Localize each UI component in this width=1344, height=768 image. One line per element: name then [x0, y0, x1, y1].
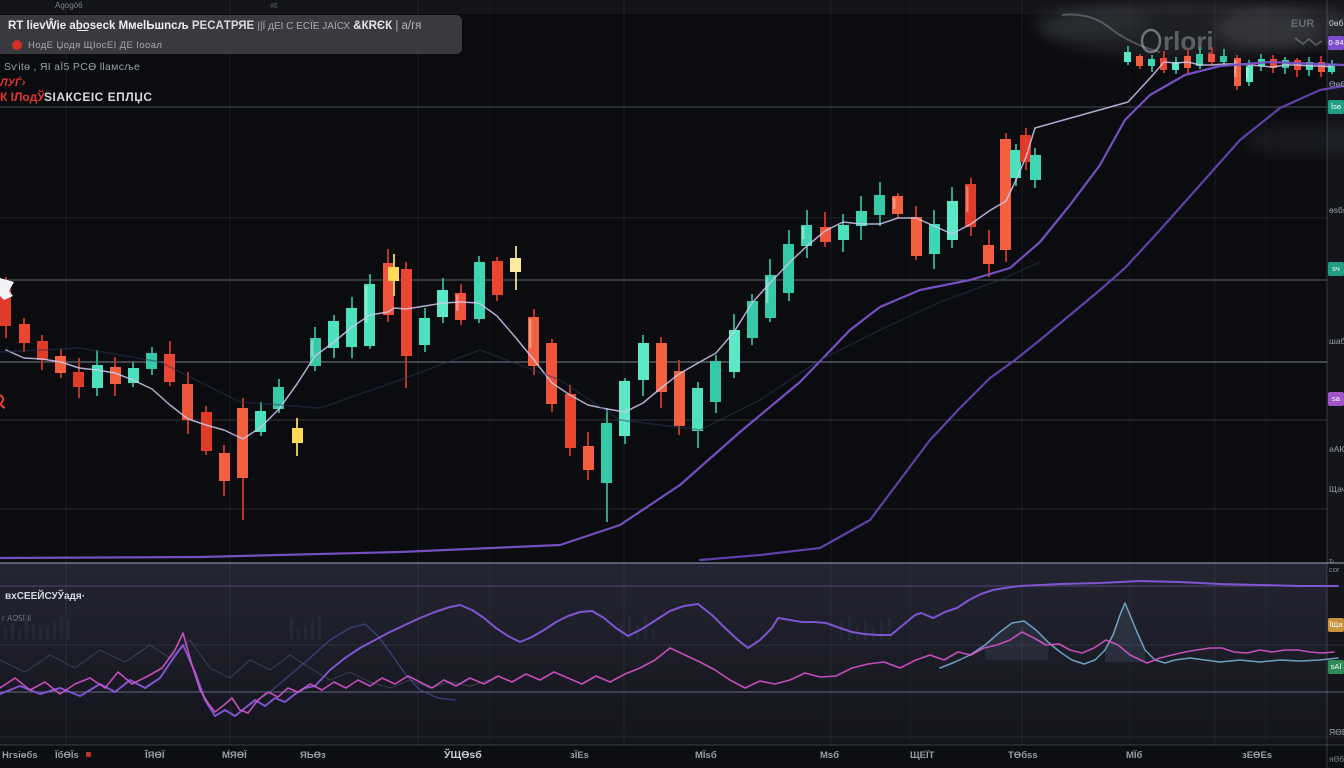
svg-text:EUR: EUR [1291, 18, 1314, 30]
